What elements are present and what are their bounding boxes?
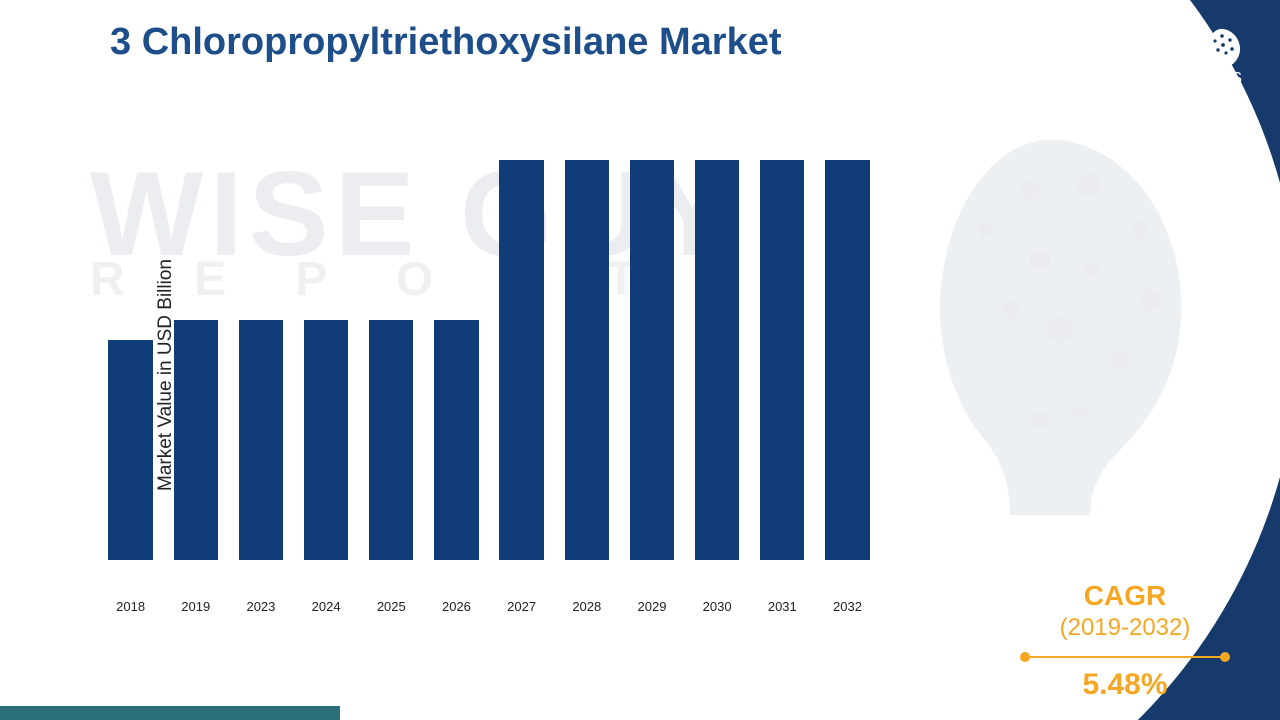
x-tick-label: 2025: [359, 599, 424, 614]
bar-wrap: [750, 160, 815, 560]
bar: [695, 160, 739, 560]
bar: [369, 320, 413, 560]
x-tick-label: 2027: [489, 599, 554, 614]
x-tick-label: 2028: [554, 599, 619, 614]
bar: [108, 340, 152, 560]
cagr-label: CAGR: [970, 580, 1280, 612]
x-tick-label: 2019: [163, 599, 228, 614]
x-tick-label: 2032: [815, 599, 880, 614]
cagr-period: (2019-2032): [970, 614, 1280, 642]
cagr-divider: [1025, 656, 1225, 658]
bar-wrap: [685, 160, 750, 560]
cagr-box: CAGR (2019-2032) 5.48%: [970, 580, 1280, 702]
brand-line1: WISE GUY: [1019, 32, 1193, 66]
x-tick-label: 2029: [619, 599, 684, 614]
bar-wrap: [294, 160, 359, 560]
bar-wrap: [98, 160, 163, 560]
cagr-value: 5.48%: [970, 668, 1280, 702]
bar: [630, 160, 674, 560]
bar: [565, 160, 609, 560]
chart-area: Market Value in USD Billion 201820192023…: [80, 160, 880, 590]
bar-wrap: [619, 160, 684, 560]
x-tick-label: 2030: [685, 599, 750, 614]
bar-wrap: [815, 160, 880, 560]
x-tick-label: 2031: [750, 599, 815, 614]
x-tick-label: 2026: [424, 599, 489, 614]
bar: [304, 320, 348, 560]
bar-wrap: [359, 160, 424, 560]
bar-wrap: [489, 160, 554, 560]
canvas: WISE GUY R E P O R T S 3 Chloropropyltri…: [0, 0, 1280, 720]
chart-title: 3 Chloropropyltriethoxysilane Market: [110, 22, 782, 64]
bar: [434, 320, 478, 560]
bottom-left-strip: [0, 706, 340, 720]
bar: [825, 160, 869, 560]
x-tick-label: 2023: [228, 599, 293, 614]
bar: [760, 160, 804, 560]
bar: [239, 320, 283, 560]
bars-container: [98, 160, 880, 560]
bar-wrap: [163, 160, 228, 560]
x-axis-labels: 2018201920232024202520262027202820292030…: [98, 599, 880, 614]
x-tick-label: 2018: [98, 599, 163, 614]
bar-wrap: [554, 160, 619, 560]
bar-wrap: [424, 160, 489, 560]
brand-logo: WISE GUY R E P O R T S: [1019, 26, 1252, 88]
x-tick-label: 2024: [294, 599, 359, 614]
bar: [499, 160, 543, 560]
brand-head-icon: [1199, 26, 1245, 72]
brand-line2: R E P O R T S: [1019, 70, 1252, 88]
plot-area: [98, 160, 880, 560]
bar: [174, 320, 218, 560]
bar-wrap: [228, 160, 293, 560]
